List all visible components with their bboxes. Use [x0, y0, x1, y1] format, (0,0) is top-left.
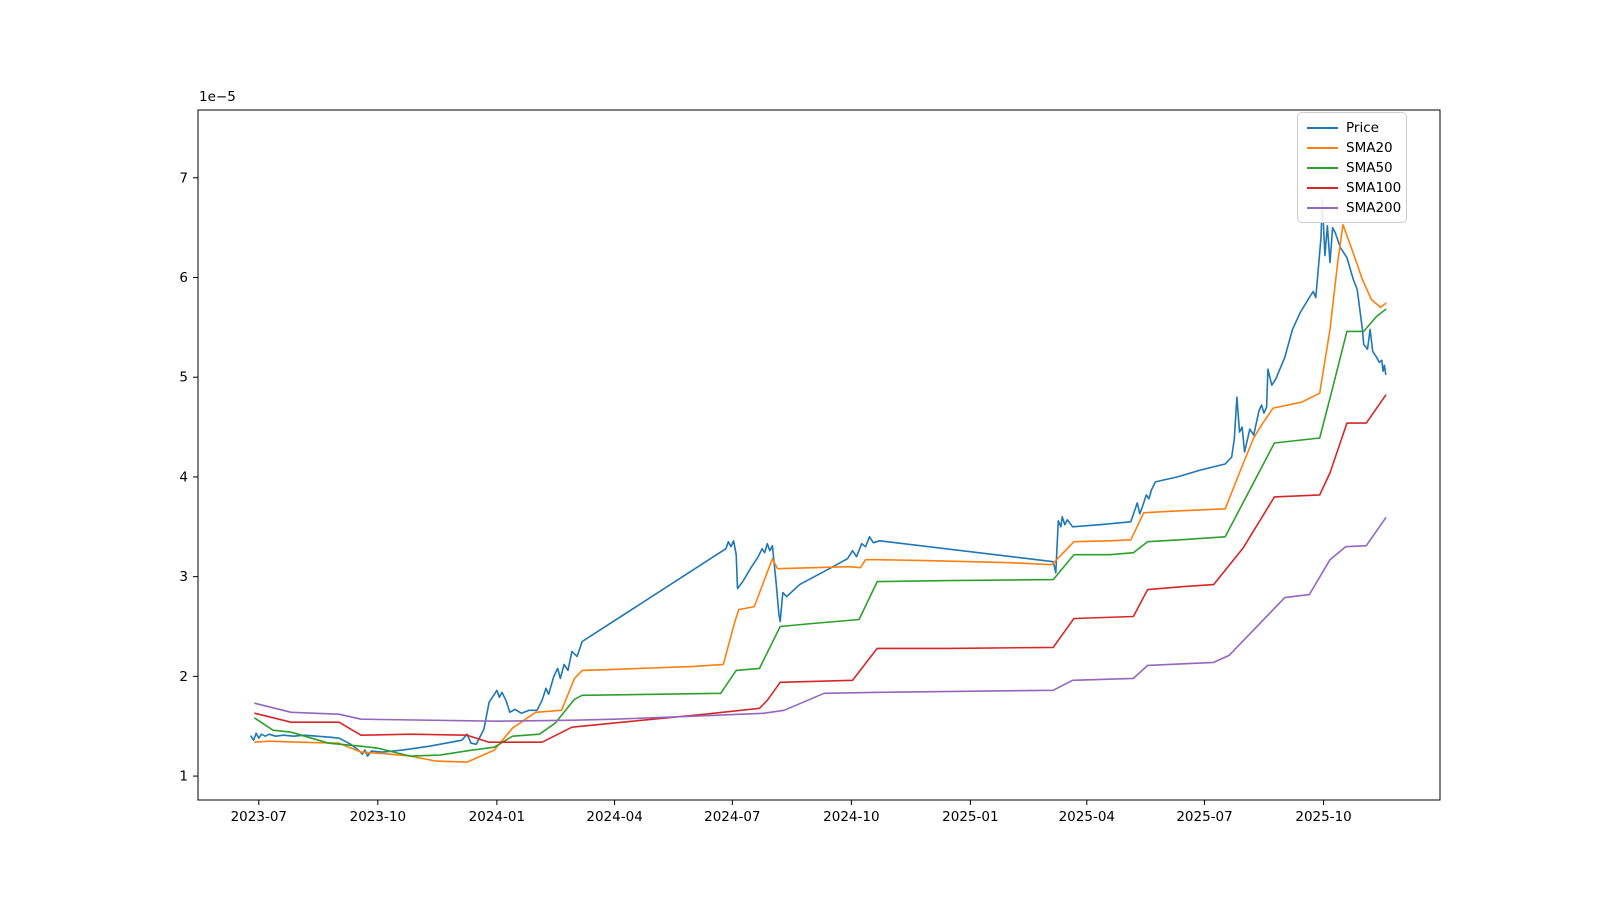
legend-swatch-sma200 — [1307, 207, 1338, 209]
x-tick-label: 2023-10 — [350, 809, 406, 825]
legend-item-price: Price — [1298, 118, 1406, 138]
x-tick-label: 2025-10 — [1295, 809, 1351, 825]
legend-item-sma200: SMA200 — [1298, 198, 1406, 218]
legend-swatch-sma100 — [1307, 187, 1338, 189]
y-tick-label: 6 — [179, 270, 188, 286]
y-axis-offset-label: 1e−5 — [199, 89, 236, 105]
legend-label: SMA50 — [1346, 160, 1393, 176]
series-line-sma20 — [254, 223, 1387, 763]
x-tick-label: 2025-07 — [1176, 809, 1232, 825]
x-tick-label: 2023-07 — [231, 809, 287, 825]
y-tick-label: 3 — [179, 569, 188, 585]
x-tick-label: 2024-01 — [469, 809, 525, 825]
legend: Price SMA20 SMA50 SMA100 SMA200 — [1297, 112, 1407, 223]
y-tick-label: 4 — [179, 469, 188, 485]
y-tick-label: 7 — [179, 170, 188, 186]
legend-label: SMA200 — [1346, 200, 1402, 216]
x-tick-label: 2024-07 — [704, 809, 760, 825]
legend-item-sma100: SMA100 — [1298, 178, 1406, 198]
legend-label: SMA20 — [1346, 140, 1393, 156]
legend-item-sma50: SMA50 — [1298, 158, 1406, 178]
x-tick-label: 2024-04 — [586, 809, 642, 825]
y-tick-label: 5 — [179, 370, 188, 386]
series-line-sma100 — [254, 394, 1387, 744]
x-tick-label: 2025-04 — [1059, 809, 1115, 825]
legend-label: SMA100 — [1346, 180, 1402, 196]
y-tick-label: 1 — [179, 769, 188, 785]
axes-frame — [197, 109, 1441, 801]
legend-label: Price — [1346, 120, 1379, 136]
x-tick-label: 2025-01 — [942, 809, 998, 825]
x-tick-label: 2024-10 — [823, 809, 879, 825]
legend-swatch-sma50 — [1307, 167, 1338, 169]
y-tick-label: 2 — [179, 669, 188, 685]
legend-swatch-sma20 — [1307, 147, 1338, 149]
series-line-price — [250, 198, 1387, 757]
series-line-sma200 — [254, 516, 1387, 723]
legend-item-sma20: SMA20 — [1298, 138, 1406, 158]
legend-swatch-price — [1307, 127, 1338, 129]
series-line-sma50 — [254, 308, 1387, 757]
